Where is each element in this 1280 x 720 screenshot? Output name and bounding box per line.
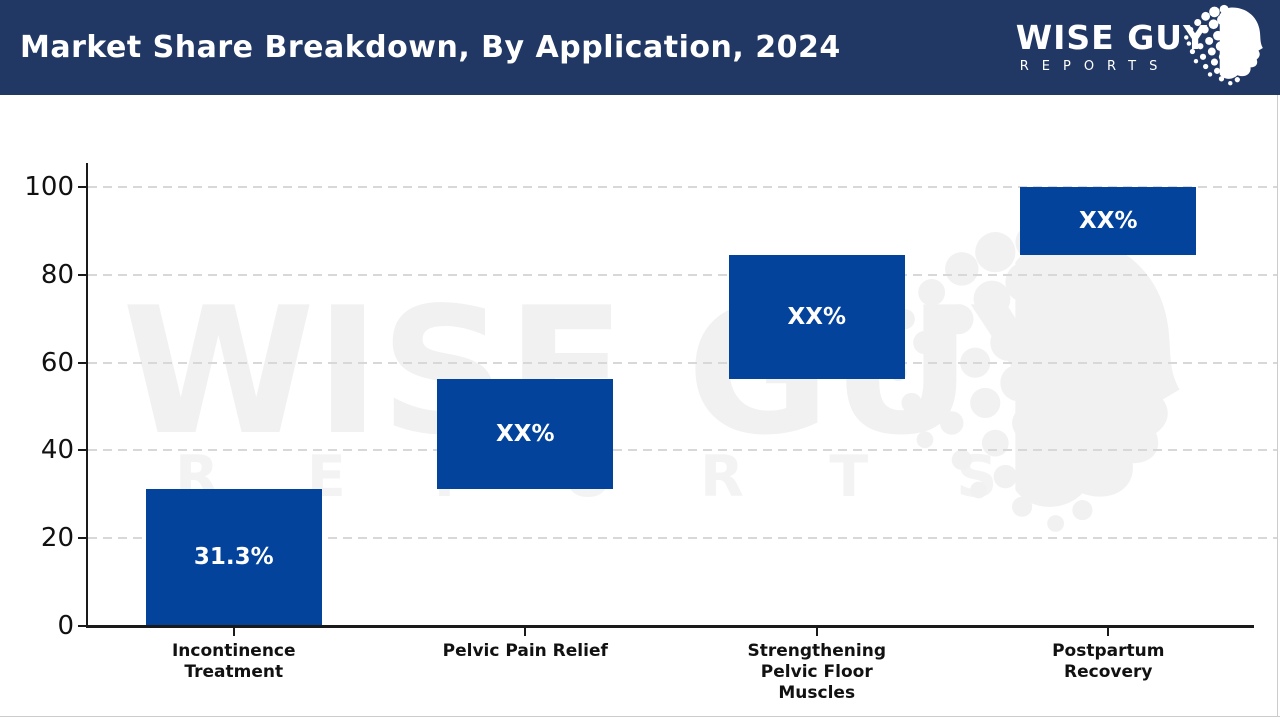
- bottom-edge-line: [0, 716, 1280, 717]
- logo-subtitle: REPORTS: [1019, 59, 1171, 74]
- x-tick-mark: [524, 628, 527, 636]
- y-tick-label: 0: [57, 611, 74, 641]
- y-tick-mark: [78, 625, 87, 627]
- category-label-line: Strengthening: [747, 641, 886, 661]
- bar-segment: XX%: [1020, 187, 1197, 255]
- x-axis-line: [86, 625, 1254, 628]
- logo-wordmark: WISE GUY: [1015, 18, 1208, 57]
- page-title: Market Share Breakdown, By Application, …: [20, 30, 841, 65]
- y-tick-mark: [78, 361, 87, 364]
- category-label-line: Postpartum: [1052, 641, 1165, 661]
- category-label-line: Treatment: [184, 662, 284, 682]
- y-gridline: [88, 449, 1277, 452]
- bar-value-label: XX%: [1078, 207, 1138, 234]
- category-label-line: Incontinence: [171, 641, 296, 661]
- bar-segment: XX%: [728, 254, 905, 379]
- y-tick-label: 40: [40, 435, 74, 466]
- category-label: Pelvic Pain Relief: [395, 641, 655, 662]
- bar-value-label: XX%: [495, 420, 555, 447]
- x-tick-mark: [232, 628, 235, 636]
- x-tick-mark: [815, 628, 818, 636]
- category-label-line: Pelvic Pain Relief: [442, 641, 608, 661]
- bar-segment: XX%: [437, 378, 614, 489]
- bar-segment: 31.3%: [145, 488, 322, 626]
- category-label: Incontinence Treatment: [104, 641, 364, 683]
- y-tick-mark: [78, 537, 87, 540]
- category-label-line: Muscles: [778, 683, 856, 703]
- y-tick-mark: [78, 186, 87, 188]
- header-bar: Market Share Breakdown, By Application, …: [0, 0, 1280, 95]
- category-label-line: Recovery: [1064, 662, 1153, 682]
- y-gridline: [88, 537, 1277, 540]
- category-label: Postpartum Recovery: [978, 641, 1238, 683]
- bar-value-label: XX%: [787, 303, 846, 330]
- y-tick-label: 100: [24, 172, 74, 202]
- category-label: Strengthening Pelvic Floor Muscles: [687, 641, 947, 704]
- right-edge-line: [1277, 95, 1278, 716]
- y-gridline: [88, 273, 1277, 276]
- y-gridline: [88, 361, 1277, 364]
- y-axis-line: [86, 163, 88, 627]
- category-label-line: Pelvic Floor: [760, 662, 873, 682]
- y-tick-label: 60: [40, 347, 74, 378]
- x-tick-mark: [1107, 628, 1110, 636]
- y-tick-label: 80: [40, 259, 74, 290]
- bar-value-label: 31.3%: [193, 544, 274, 571]
- y-tick-label: 20: [40, 523, 74, 554]
- wise-guy-reports-logo: WISE GUY REPORTS: [1016, 4, 1270, 92]
- y-gridline: [88, 186, 1277, 188]
- y-tick-mark: [78, 273, 87, 276]
- y-tick-mark: [78, 449, 87, 452]
